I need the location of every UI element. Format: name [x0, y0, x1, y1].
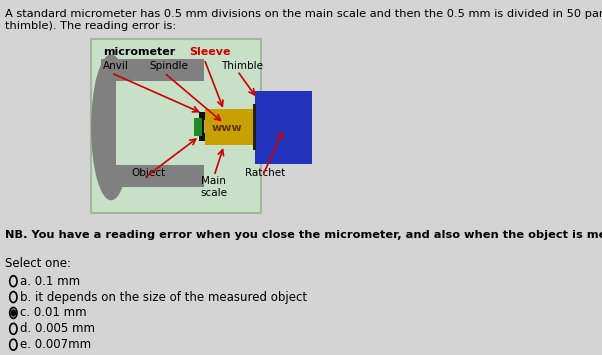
- Text: Thimble: Thimble: [221, 61, 262, 71]
- Text: c. 0.01 mm: c. 0.01 mm: [20, 306, 87, 320]
- Bar: [194, 119, 202, 136]
- Text: Spindle: Spindle: [150, 61, 188, 71]
- Bar: [91, 39, 261, 213]
- Text: Object: Object: [131, 168, 165, 178]
- Text: d. 0.005 mm: d. 0.005 mm: [20, 322, 95, 335]
- Bar: [255, 91, 312, 164]
- Bar: [253, 104, 256, 150]
- Text: Ratchet: Ratchet: [246, 168, 285, 178]
- Text: Sleeve: Sleeve: [190, 47, 231, 57]
- Bar: [199, 111, 205, 141]
- Bar: [205, 109, 255, 145]
- Text: www: www: [212, 124, 243, 133]
- Bar: [204, 120, 247, 133]
- Text: a. 0.1 mm: a. 0.1 mm: [20, 275, 80, 288]
- Bar: [101, 165, 204, 187]
- Text: micrometer: micrometer: [103, 47, 175, 57]
- Text: Anvil: Anvil: [103, 61, 129, 71]
- Text: b. it depends on the size of the measured object: b. it depends on the size of the measure…: [20, 290, 307, 304]
- Bar: [116, 81, 203, 165]
- Circle shape: [11, 310, 15, 316]
- Text: e. 0.007mm: e. 0.007mm: [20, 338, 91, 351]
- Text: Main
scale: Main scale: [201, 176, 228, 198]
- Ellipse shape: [91, 54, 131, 200]
- Text: NB. You have a reading error when you close the micrometer, and also when the ob: NB. You have a reading error when you cl…: [5, 230, 602, 240]
- Text: Select one:: Select one:: [5, 257, 72, 271]
- Text: A standard micrometer has 0.5 mm divisions on the main scale and then the 0.5 mm: A standard micrometer has 0.5 mm divisio…: [5, 9, 602, 31]
- Bar: [101, 59, 204, 81]
